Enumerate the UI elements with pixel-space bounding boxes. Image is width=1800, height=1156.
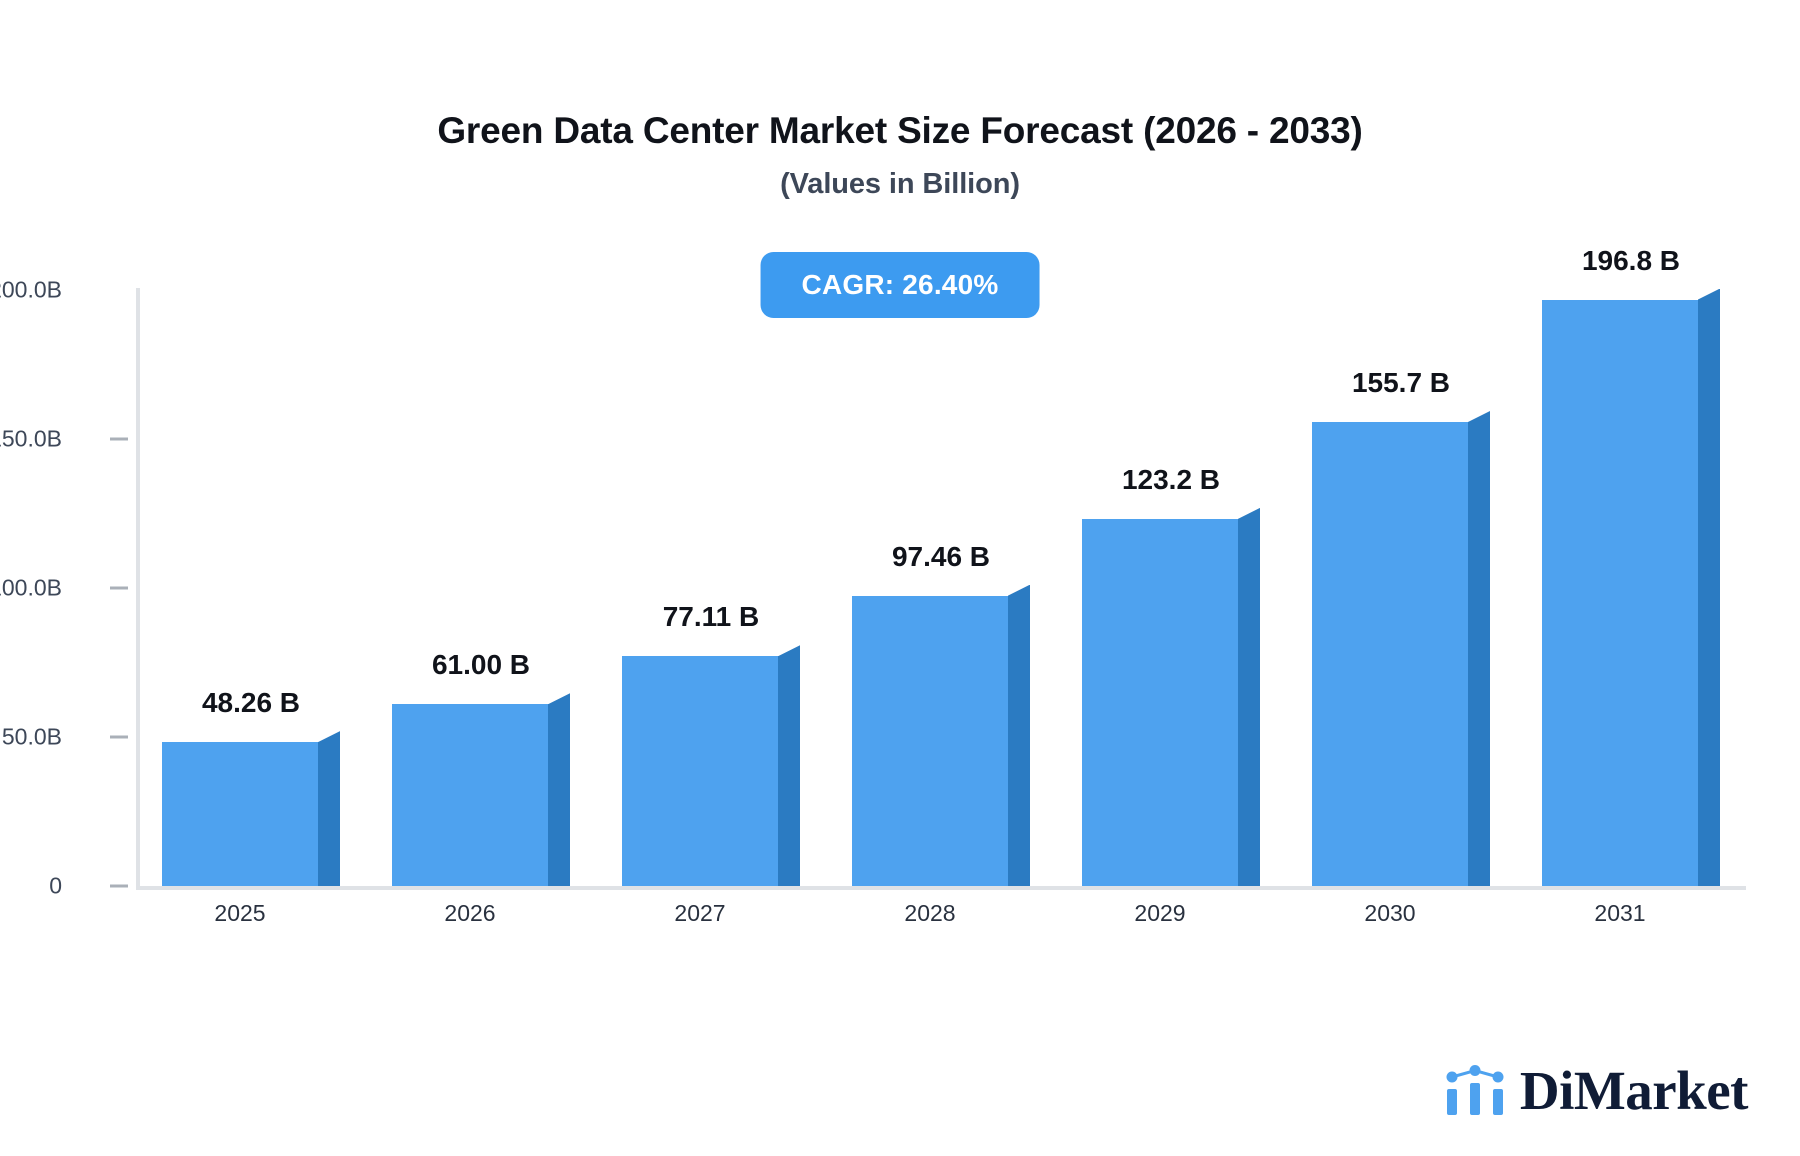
x-axis-line (136, 886, 1746, 890)
bar-value-label: 155.7 B (1351, 367, 1451, 398)
bar-value-label: 77.11 B (662, 601, 760, 633)
bar-front-face (1082, 518, 1260, 886)
y-axis-tick-label: 200.0B (0, 276, 62, 303)
y-axis-line (136, 288, 140, 888)
y-axis-tick-mark (110, 437, 128, 441)
bar-2031[interactable]: 196.8 B (1542, 245, 1720, 886)
y-axis-tick-label: 0 (49, 872, 62, 899)
x-axis-tick-label: 2027 (674, 900, 726, 926)
bar-side-face (1698, 288, 1720, 886)
cagr-badge: CAGR: 26.40% (760, 252, 1040, 318)
bar-value-label: 123.2 B (1121, 463, 1221, 495)
y-axis-tick-mark (110, 735, 128, 739)
bar-side-face (1238, 507, 1260, 886)
bar-front-face (1542, 299, 1720, 886)
bar-side-face (318, 731, 340, 886)
bar-value-label: 61.00 B (431, 649, 531, 681)
bar-side-face (778, 645, 800, 886)
bar-front-face (392, 704, 570, 886)
bar-2027[interactable]: 77.11 B (622, 601, 800, 886)
bar-2026[interactable]: 61.00 B (392, 649, 570, 886)
bar-chart-icon (1446, 1064, 1504, 1115)
x-axis-tick-label: 2026 (444, 900, 496, 926)
bar-side-face (1468, 411, 1490, 886)
bar-front-face (852, 595, 1030, 886)
y-axis-tick-mark (110, 586, 128, 590)
bar-front-face (622, 656, 800, 886)
x-axis-tick-label: 2025 (214, 900, 266, 926)
bar-front-face (1312, 422, 1490, 886)
x-axis-tick-label: 2031 (1594, 900, 1646, 926)
chart-title: Green Data Center Market Size Forecast (… (437, 110, 1363, 151)
bar-value-label: 97.46 B (891, 540, 991, 572)
bar-value-label: 48.26 B (201, 687, 301, 719)
y-axis-tick-label: 150.0B (0, 425, 62, 452)
bar-2029[interactable]: 123.2 B (1082, 464, 1260, 886)
title-block: Green Data Center Market Size Forecast (… (0, 110, 1800, 201)
brand-logo: DiMarket (1445, 1060, 1749, 1121)
bar-front-face (162, 742, 340, 886)
chart-subtitle: (Values in Billion) (780, 167, 1020, 200)
x-axis-tick-label: 2030 (1364, 900, 1416, 926)
bar-2025[interactable]: 48.26 B (162, 687, 340, 886)
x-axis-tick-label: 2029 (1134, 900, 1186, 926)
bar-side-face (1008, 584, 1030, 886)
bar-value-label: 196.8 B (1581, 244, 1681, 276)
x-axis-tick-label: 2028 (904, 900, 956, 926)
bar-side-face (548, 693, 570, 886)
bar-2028[interactable]: 97.46 B (852, 541, 1030, 886)
logo-text: DiMarket (1519, 1060, 1749, 1121)
y-axis-tick-label: 100.0B (0, 574, 62, 601)
y-axis-tick-mark (110, 884, 128, 888)
bar-2030[interactable]: 155.7 B (1312, 367, 1490, 886)
y-axis-tick-label: 50.0B (1, 723, 62, 750)
